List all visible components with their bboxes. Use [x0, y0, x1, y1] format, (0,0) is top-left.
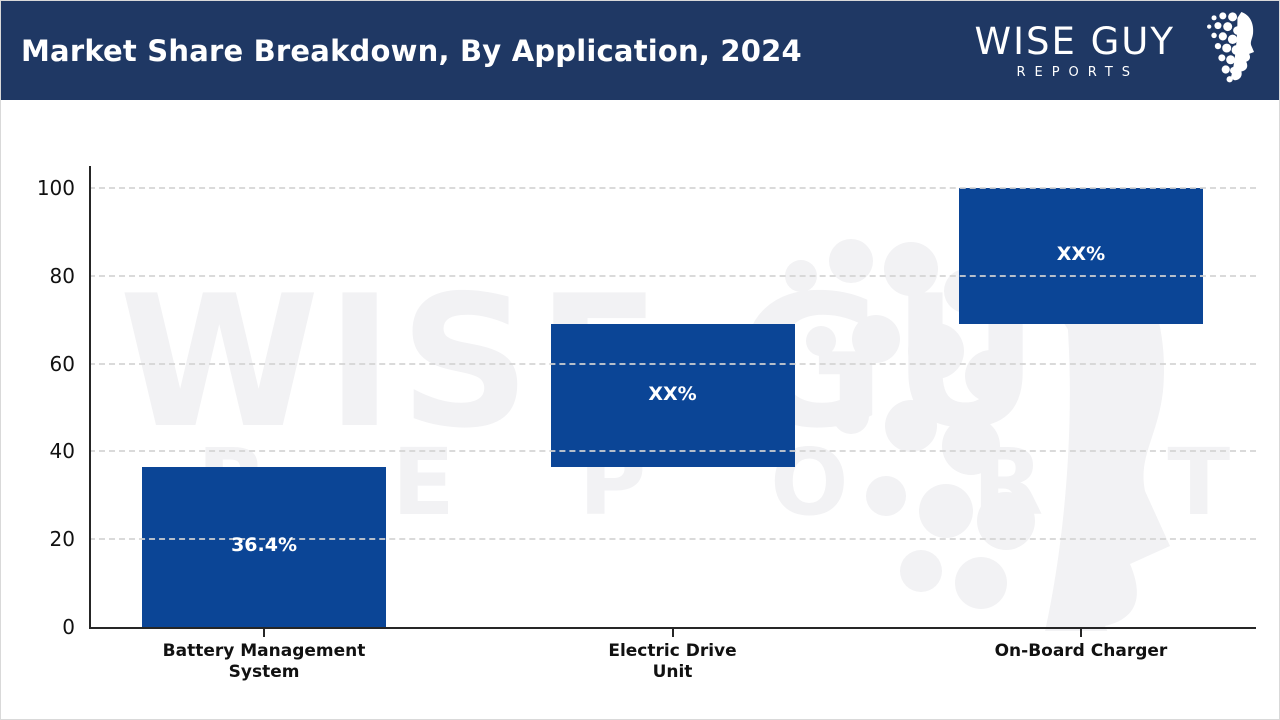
x-category-label-line: On-Board Charger	[994, 641, 1168, 661]
header-bar: Market Share Breakdown, By Application, …	[1, 1, 1279, 100]
bar-segment	[142, 467, 387, 627]
y-tick-label: 20	[49, 527, 75, 552]
x-category-label-line: Electric Drive	[608, 641, 737, 661]
gridline	[89, 274, 1256, 277]
bar-value-label: 36.4%	[231, 534, 297, 557]
x-category-label-line: Battery Management	[162, 641, 366, 661]
x-category-label: Battery Management System	[114, 641, 414, 682]
bar-segment	[550, 324, 795, 468]
gridline	[89, 538, 1256, 541]
logo-text: WISE GUY REPORTS	[975, 23, 1175, 79]
y-tick-label: 0	[62, 615, 75, 639]
bar-value-label: XX%	[1056, 243, 1106, 265]
logo-subtext: REPORTS	[1016, 64, 1140, 80]
gridline	[89, 450, 1256, 453]
y-tick-label: 100	[36, 175, 75, 200]
bar-segment	[958, 187, 1203, 325]
logo-wordmark: WISE GUY	[974, 19, 1175, 63]
x-category-label-line: System	[228, 661, 300, 682]
x-category-label: Electric Drive Unit	[523, 641, 823, 682]
x-tick-mark	[1079, 629, 1082, 637]
gridline	[89, 186, 1256, 189]
x-tick-mark	[671, 629, 674, 637]
logo-face-dots-icon	[1207, 11, 1255, 82]
y-tick-label: 60	[49, 351, 75, 376]
y-tick-label: 40	[49, 439, 75, 464]
wise-guy-logo: WISE GUY REPORTS	[975, 10, 1255, 92]
watermark-face-dots	[785, 211, 1170, 631]
bar-value-label: XX%	[648, 382, 697, 405]
page-title: Market Share Breakdown, By Application, …	[21, 33, 802, 68]
y-axis-line	[89, 166, 91, 629]
x-axis-line	[89, 627, 1256, 629]
x-category-label-line: Unit	[652, 661, 693, 682]
gridline	[89, 362, 1256, 365]
x-category-label: On-Board Charger	[931, 641, 1231, 662]
x-tick-mark	[263, 629, 266, 637]
y-tick-label: 80	[49, 263, 75, 288]
